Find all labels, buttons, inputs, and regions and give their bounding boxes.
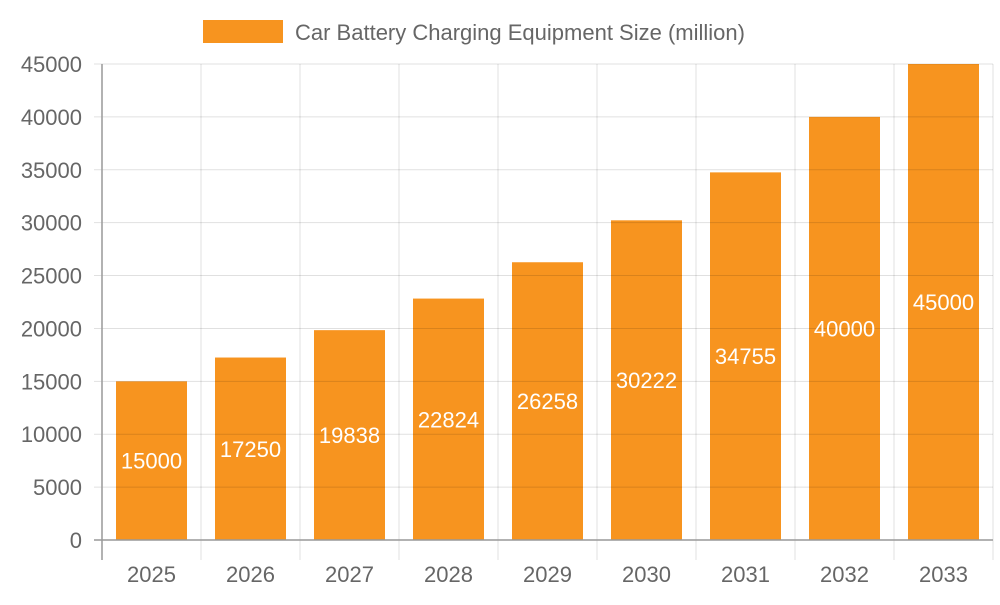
bar-2032 bbox=[809, 116, 880, 540]
bar-2031 bbox=[710, 172, 781, 541]
bar-2030 bbox=[611, 220, 682, 540]
x-tick-label: 2025 bbox=[127, 562, 176, 587]
y-tick-label: 30000 bbox=[21, 211, 82, 236]
y-tick-label: 45000 bbox=[21, 52, 82, 77]
legend-label: Car Battery Charging Equipment Size (mil… bbox=[295, 20, 745, 45]
x-tick-label: 2031 bbox=[721, 562, 770, 587]
x-tick-label: 2028 bbox=[424, 562, 473, 587]
bar-2033 bbox=[908, 64, 979, 540]
bar-2027 bbox=[314, 330, 385, 540]
data-label: 17250 bbox=[220, 437, 281, 462]
bar-2029 bbox=[512, 262, 583, 540]
x-tick-label: 2033 bbox=[919, 562, 968, 587]
data-label: 26258 bbox=[517, 389, 578, 414]
data-label: 34755 bbox=[715, 344, 776, 369]
x-tick-label: 2027 bbox=[325, 562, 374, 587]
data-label: 40000 bbox=[814, 316, 875, 341]
data-label: 15000 bbox=[121, 449, 182, 474]
data-label: 45000 bbox=[913, 290, 974, 315]
y-tick-label: 15000 bbox=[21, 369, 82, 394]
x-tick-label: 2032 bbox=[820, 562, 869, 587]
x-tick-label: 2029 bbox=[523, 562, 572, 587]
y-tick-label: 35000 bbox=[21, 158, 82, 183]
y-tick-label: 20000 bbox=[21, 316, 82, 341]
legend-swatch bbox=[203, 20, 283, 43]
x-tick-label: 2030 bbox=[622, 562, 671, 587]
y-tick-label: 0 bbox=[70, 528, 82, 553]
y-tick-label: 5000 bbox=[33, 475, 82, 500]
bar-2026 bbox=[215, 357, 286, 540]
y-tick-label: 25000 bbox=[21, 264, 82, 289]
x-tick-label: 2026 bbox=[226, 562, 275, 587]
data-label: 19838 bbox=[319, 423, 380, 448]
y-tick-label: 40000 bbox=[21, 105, 82, 130]
bar-2025 bbox=[116, 381, 187, 540]
bar-2028 bbox=[413, 298, 484, 540]
data-label: 30222 bbox=[616, 368, 677, 393]
y-tick-label: 10000 bbox=[21, 422, 82, 447]
data-label: 22824 bbox=[418, 407, 479, 432]
